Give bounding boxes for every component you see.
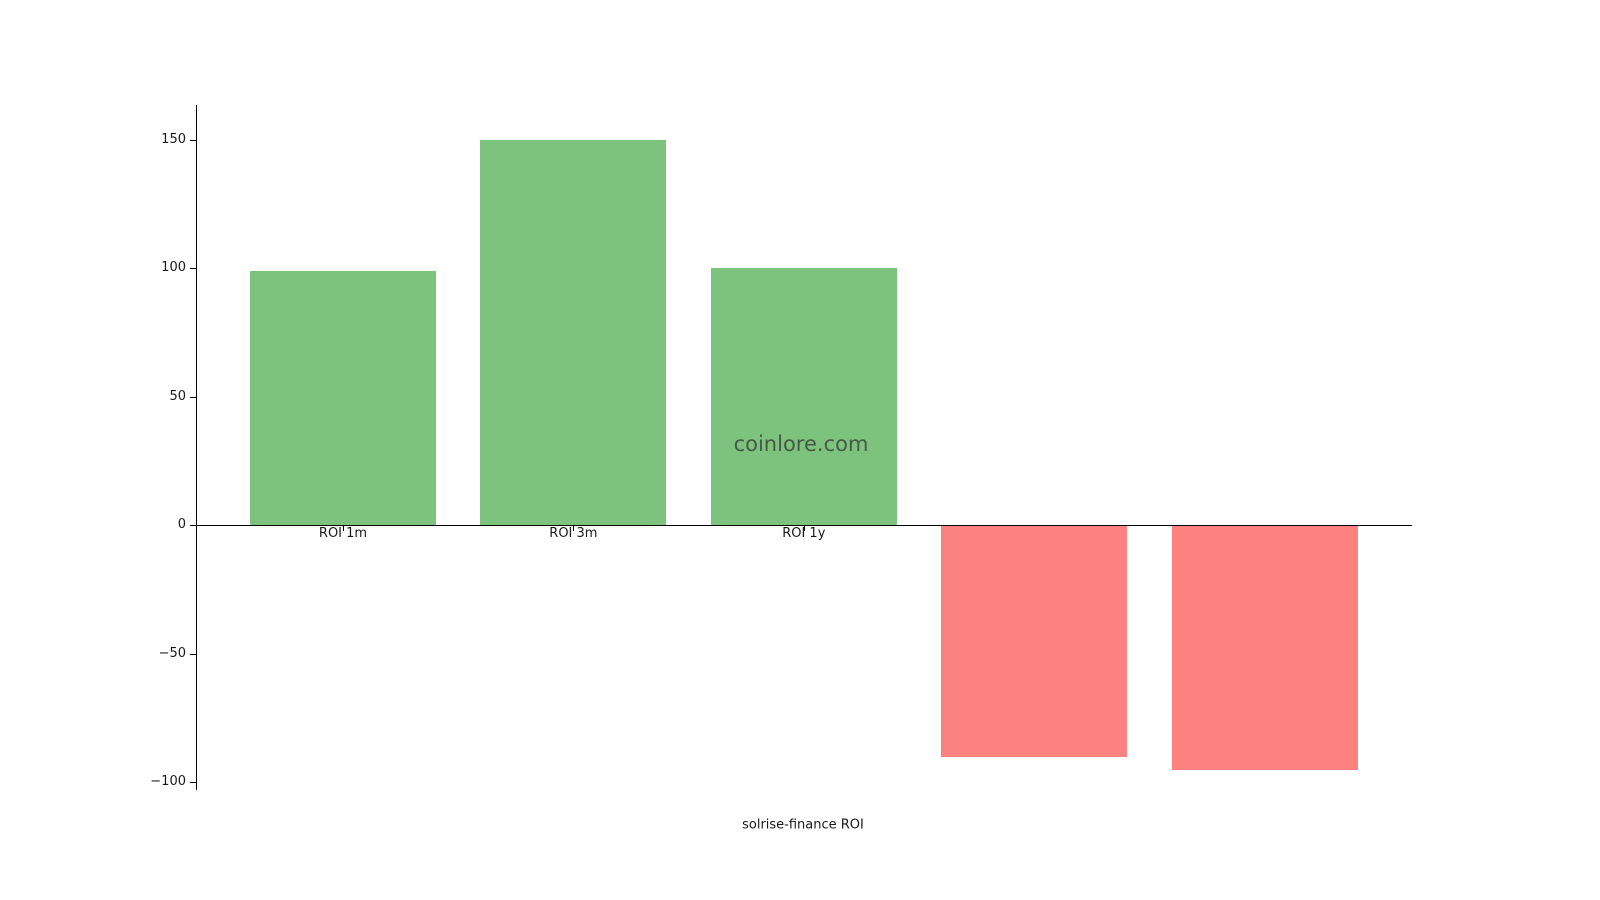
bar-4 <box>941 526 1128 758</box>
bar-roi-1m <box>250 270 436 525</box>
y-tick-label: −100 <box>150 774 186 789</box>
bar-roi-3m <box>480 139 667 525</box>
x-tick-mark <box>803 525 805 531</box>
x-tick-mark <box>573 525 575 531</box>
x-tick-label: ROI 3m <box>549 526 598 541</box>
y-tick-label: 150 <box>161 131 186 147</box>
bar-roi-1y <box>710 268 897 525</box>
x-tick-label: ROI 1y <box>782 526 826 541</box>
y-tick-mark <box>190 653 196 655</box>
watermark-text: coinlore.com <box>733 432 869 456</box>
x-tick-label: ROI 1m <box>318 526 368 541</box>
bar-5 <box>1171 526 1358 771</box>
y-axis-line <box>196 105 197 790</box>
x-axis-title: solrise-finance ROI <box>742 817 864 833</box>
y-tick-mark <box>190 139 196 141</box>
y-tick-mark <box>190 268 196 269</box>
y-tick-label: 0 <box>177 517 186 532</box>
y-tick-mark <box>190 525 196 526</box>
x-tick-mark <box>343 525 344 531</box>
y-tick-label: 100 <box>161 260 186 275</box>
y-tick-label: −50 <box>158 645 186 661</box>
y-tick-label: 50 <box>169 388 186 404</box>
y-tick-mark <box>190 782 196 783</box>
y-tick-mark <box>190 396 196 398</box>
